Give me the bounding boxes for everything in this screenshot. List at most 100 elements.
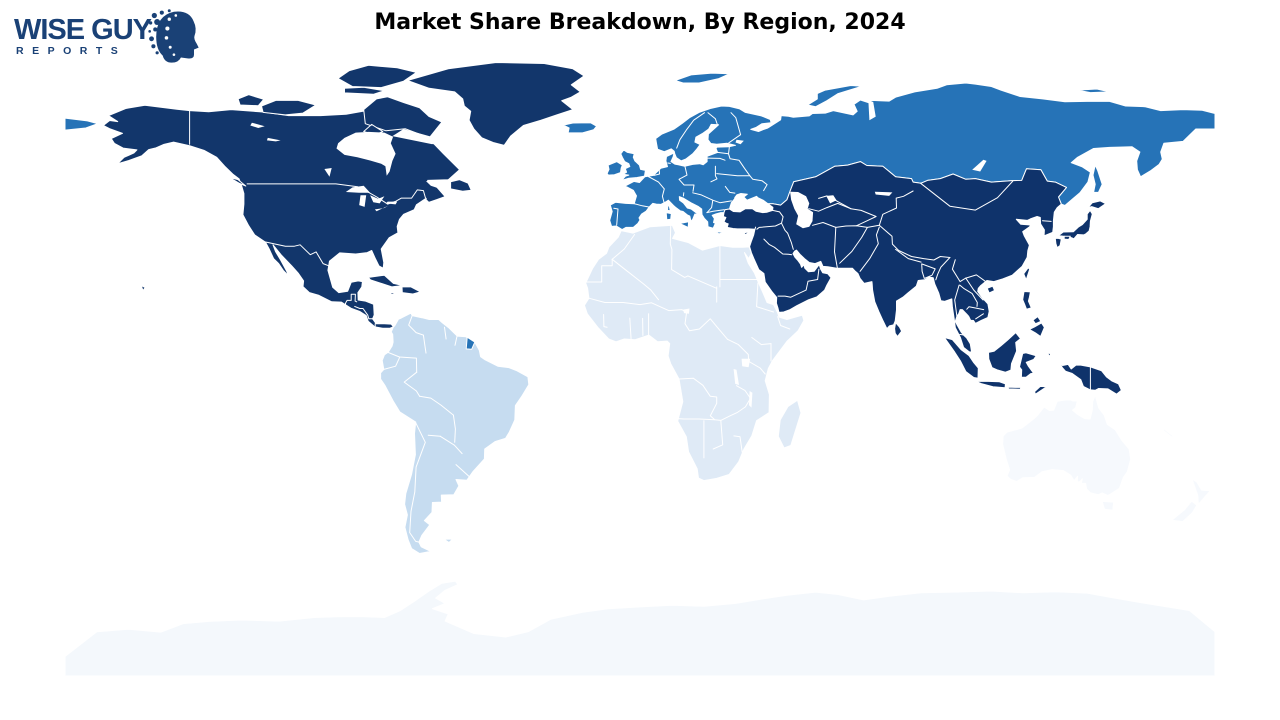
region-australia[interactable] xyxy=(1002,394,1132,496)
region-hispaniola[interactable] xyxy=(401,286,421,295)
country-border xyxy=(920,180,1014,211)
country-border xyxy=(817,268,820,280)
lake-lake-victoria xyxy=(741,358,751,368)
country-border xyxy=(777,279,819,298)
country-border xyxy=(678,166,695,192)
country-border xyxy=(455,464,470,478)
region-shikoku[interactable] xyxy=(1063,235,1071,240)
region-luzon[interactable] xyxy=(1022,291,1032,310)
country-border xyxy=(975,313,984,320)
lake-gulf-of-ob xyxy=(868,101,876,121)
country-border xyxy=(676,112,705,149)
country-border xyxy=(611,258,659,301)
region-devon-island[interactable] xyxy=(344,86,385,95)
country-border xyxy=(728,146,768,192)
region-sumatra[interactable] xyxy=(943,337,979,379)
country-border xyxy=(653,168,660,176)
lake-lake-tanganyika xyxy=(733,369,739,385)
country-border xyxy=(633,203,651,208)
region-cyprus[interactable] xyxy=(743,231,751,235)
region-honshu[interactable] xyxy=(1058,209,1093,240)
country-border xyxy=(710,165,718,183)
region-kyushu[interactable] xyxy=(1054,237,1062,249)
country-border xyxy=(878,224,951,261)
region-hawaii[interactable] xyxy=(140,285,146,291)
country-border xyxy=(1042,220,1052,222)
country-border xyxy=(454,335,458,346)
lake-aral-sea xyxy=(826,195,837,204)
lake-lake-ontario xyxy=(386,201,398,205)
region-ellesmere-island[interactable] xyxy=(337,64,417,89)
region-sri-lanka[interactable] xyxy=(894,322,903,337)
country-border xyxy=(712,419,724,450)
region-newfoundland[interactable] xyxy=(450,179,472,192)
region-new-zealand-north[interactable] xyxy=(1191,478,1211,505)
chart-title: Market Share Breakdown, By Region, 2024 xyxy=(374,10,906,35)
region-visayas[interactable] xyxy=(1032,316,1042,325)
region-crete[interactable] xyxy=(714,231,725,235)
region-victoria-island[interactable] xyxy=(261,99,317,116)
region-greenland[interactable] xyxy=(406,62,585,146)
country-border xyxy=(921,263,936,279)
country-border xyxy=(751,337,772,346)
region-mindanao[interactable] xyxy=(1028,322,1045,337)
country-border xyxy=(706,209,725,214)
wiseguy-logo: WISE GUY REPORTS xyxy=(14,8,201,64)
logo-head-icon xyxy=(148,9,199,63)
country-border xyxy=(951,259,986,283)
lake-lake-malawi xyxy=(748,391,753,408)
region-sicily[interactable] xyxy=(679,221,690,228)
country-border xyxy=(756,282,774,313)
region-lesser-sunda[interactable] xyxy=(1007,386,1022,390)
region-ireland[interactable] xyxy=(606,161,623,176)
country-border xyxy=(678,377,718,421)
country-border xyxy=(733,435,743,453)
lake-lake-balkhash xyxy=(874,191,893,196)
region-hainan[interactable] xyxy=(986,285,996,294)
lake-lake-michigan xyxy=(359,195,367,207)
region-madagascar[interactable] xyxy=(777,399,802,449)
region-hokkaido[interactable] xyxy=(1087,200,1107,210)
region-chukotka-wrap[interactable] xyxy=(64,117,99,131)
region-antarctica[interactable] xyxy=(64,580,1216,677)
region-europe-russia[interactable] xyxy=(609,82,1216,231)
region-corsica[interactable] xyxy=(667,204,671,212)
region-novaya-zemlya[interactable] xyxy=(807,85,863,108)
region-sardinia[interactable] xyxy=(665,212,672,221)
region-borneo[interactable] xyxy=(988,332,1021,373)
region-sulawesi[interactable] xyxy=(1019,351,1040,378)
region-great-britain[interactable] xyxy=(620,149,646,181)
country-border xyxy=(965,277,984,301)
country-border xyxy=(452,414,456,443)
region-jamaica[interactable] xyxy=(389,291,398,295)
region-new-siberian-islands[interactable] xyxy=(1077,88,1111,94)
country-border xyxy=(585,258,613,283)
region-halmahera[interactable] xyxy=(1047,351,1052,357)
logo-subtitle: REPORTS xyxy=(16,45,127,57)
country-border xyxy=(265,241,329,267)
lake-hudson-strait xyxy=(392,129,436,145)
country-border xyxy=(706,199,714,214)
region-cuba[interactable] xyxy=(368,274,404,288)
lake-caspian-sea xyxy=(790,191,814,229)
region-tasmania[interactable] xyxy=(1101,500,1115,511)
region-svalbard[interactable] xyxy=(674,72,730,84)
country-border xyxy=(676,397,751,421)
region-french-guiana[interactable] xyxy=(465,336,476,350)
country-border xyxy=(935,257,951,281)
region-baffin-island[interactable] xyxy=(363,96,443,139)
region-new-caledonia[interactable] xyxy=(1162,428,1174,438)
region-vancouver-island[interactable] xyxy=(229,177,247,187)
country-border xyxy=(613,207,619,226)
region-banks-island[interactable] xyxy=(237,94,265,107)
region-falkland-islands[interactable] xyxy=(443,538,454,543)
country-border xyxy=(444,326,447,340)
region-iceland[interactable] xyxy=(562,122,598,134)
region-sakhalin[interactable] xyxy=(1092,164,1103,193)
region-timor[interactable] xyxy=(1034,385,1048,395)
country-border xyxy=(736,385,751,399)
region-new-zealand-south[interactable] xyxy=(1171,500,1198,523)
region-taiwan[interactable] xyxy=(1023,267,1031,281)
region-java[interactable] xyxy=(975,380,1006,389)
country-border xyxy=(706,157,726,161)
